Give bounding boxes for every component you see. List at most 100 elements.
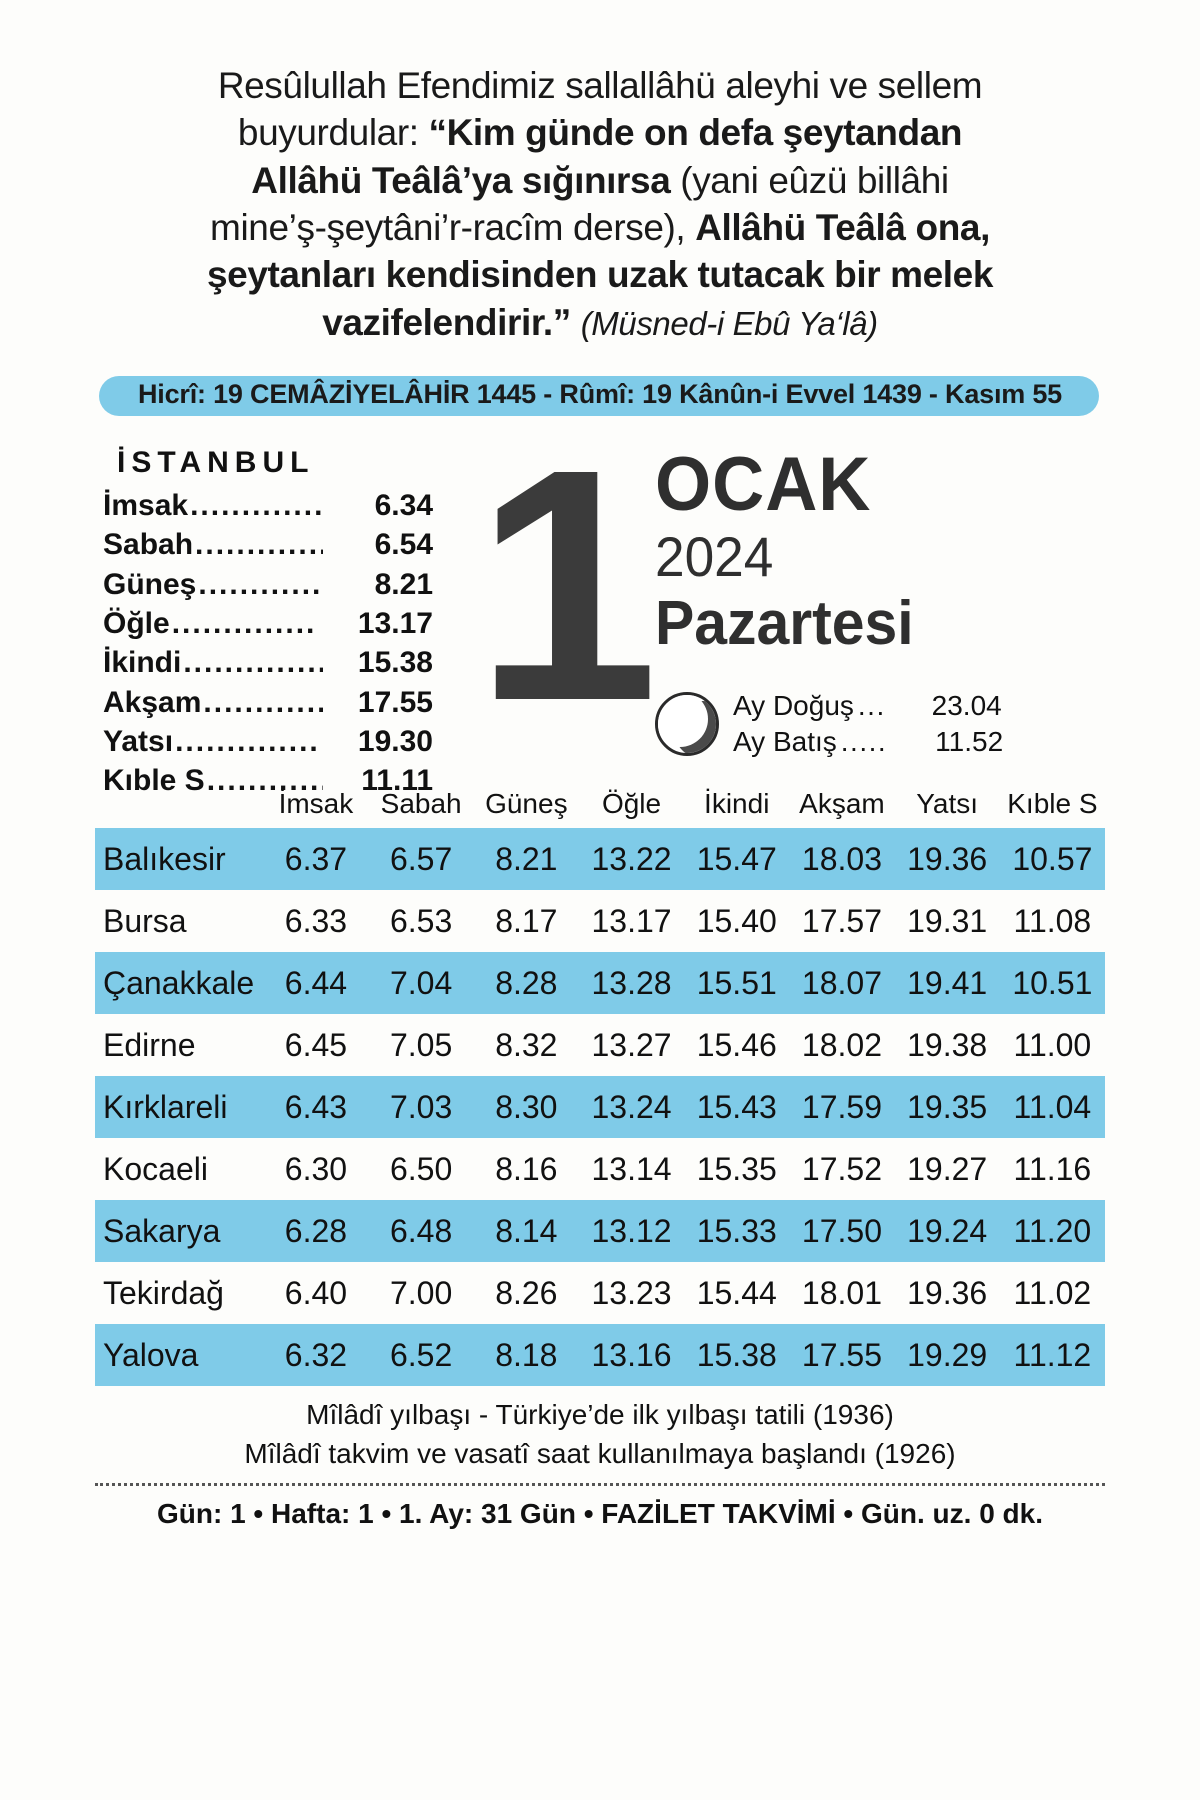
- cell-imsak: 6.37: [263, 828, 369, 891]
- moon-times-rows: Ay Doğuş ... 23.04 Ay Batış ..... 11.52: [733, 688, 1003, 760]
- cell-yatsi: 19.36: [907, 1274, 988, 1311]
- table-row: Edirne 6.45 7.05 8.32 13.27 15.46 18.02 …: [95, 1014, 1105, 1076]
- city-name: Kırklareli: [95, 1076, 264, 1139]
- cell-sabah: 6.48: [368, 1200, 474, 1263]
- header-sabah: Sabah: [380, 788, 462, 820]
- cell-sabah: 6.57: [368, 828, 474, 891]
- cell-imsak: 6.32: [263, 1324, 369, 1387]
- cell-kible: 11.00: [1013, 1026, 1092, 1063]
- cell-kible: 11.08: [1013, 902, 1092, 939]
- cell-kible: 11.20: [999, 1200, 1105, 1263]
- istanbul-value-imsak: 6.34: [374, 489, 433, 523]
- cell-ogle: 13.16: [578, 1324, 685, 1387]
- cell-ogle: 13.12: [578, 1200, 685, 1263]
- hicri-rumi-text: Hicrî: 19 CEMÂZİYELÂHİR 1445 - Rûmî: 19 …: [137, 379, 1062, 410]
- city-name: Bursa: [103, 902, 187, 939]
- cell-aksam: 17.50: [789, 1200, 895, 1263]
- cell-sabah: 7.00: [389, 1274, 453, 1311]
- cell-ikindi: 15.47: [684, 828, 790, 891]
- hadith-line-6-bold: vazifelendirir.”: [322, 301, 571, 343]
- cell-imsak: 6.40: [284, 1274, 348, 1311]
- cell-ogle: 13.14: [591, 1150, 672, 1187]
- table-row: Balıkesir 6.37 6.57 8.21 13.22 15.47 18.…: [95, 828, 1105, 891]
- cell-imsak: 6.33: [284, 902, 348, 939]
- cell-sabah: 7.03: [368, 1076, 474, 1139]
- hadith-line-2: buyurdular: “Kim günde on defa şeytandan: [190, 109, 1010, 156]
- hadith-line-5: şeytanları kendisinden uzak tutacak bir …: [190, 251, 1010, 298]
- istanbul-label-ogle: Öğle: [103, 607, 170, 641]
- istanbul-value-ogle: 13.17: [357, 607, 433, 641]
- main-date-section: İSTANBUL İmsak .............. 6.34 Sabah…: [95, 420, 1105, 797]
- hadith-line-3-bold: Allâhü Teâlâ’ya sığınırsa: [251, 159, 671, 201]
- city-name: Kocaeli: [103, 1150, 208, 1187]
- table-row: Tekirdağ 6.40 7.00 8.26 13.23 15.44 18.0…: [95, 1262, 1105, 1324]
- leader-dots: ..............: [198, 567, 323, 601]
- hadith-line-2-normal: buyurdular:: [237, 112, 429, 154]
- city-name: Yalova: [95, 1324, 264, 1387]
- istanbul-label-sabah: Sabah: [103, 528, 194, 562]
- istanbul-label-imsak: İmsak: [103, 489, 189, 523]
- city-name: Çanakkale: [95, 952, 264, 1015]
- cell-sabah: 6.52: [368, 1324, 474, 1387]
- cell-ogle: 13.22: [578, 828, 685, 891]
- cell-sabah: 6.50: [389, 1150, 453, 1187]
- istanbul-row-kible: Kıble S .............. 11.11: [103, 761, 433, 800]
- leader-dots: ..............: [206, 764, 323, 798]
- hadith-line-4-normal: mine’ş-şeytâni’r-racîm derse),: [210, 207, 696, 249]
- moon-rise-label: Ay Doğuş: [733, 690, 854, 722]
- cell-aksam: 18.02: [801, 1026, 882, 1063]
- cell-gunes: 8.28: [473, 952, 579, 1015]
- cell-gunes: 8.14: [473, 1200, 579, 1263]
- hadith-line-3-normal: (yani eûzü billâhi: [670, 159, 949, 201]
- moon-set-value: 11.52: [935, 725, 1004, 757]
- cell-aksam: 18.01: [801, 1274, 882, 1311]
- istanbul-label-yatsi: Yatsı: [103, 724, 174, 758]
- istanbul-label-kible: Kıble S: [103, 764, 205, 798]
- city-times-table-wrapper: İmsak Sabah Güneş Öğle İkindi Akşam Yats…: [95, 788, 1105, 1387]
- hadith-line-4-bold: Allâhü Teâlâ ona,: [695, 207, 990, 249]
- cell-gunes: 8.17: [495, 902, 558, 939]
- hadith-line-1: Resûlullah Efendimiz sallallâhü aleyhi v…: [190, 62, 1010, 109]
- table-row: Kocaeli 6.30 6.50 8.16 13.14 15.35 17.52…: [95, 1138, 1105, 1200]
- cell-ogle: 13.17: [591, 902, 672, 939]
- cell-aksam: 17.59: [789, 1076, 895, 1139]
- hadith-line-4: mine’ş-şeytâni’r-racîm derse), Allâhü Te…: [190, 204, 1010, 251]
- table-row: Çanakkale 6.44 7.04 8.28 13.28 15.51 18.…: [95, 952, 1105, 1015]
- cell-ikindi: 15.40: [696, 902, 777, 939]
- cell-ikindi: 15.44: [696, 1274, 777, 1311]
- header-ogle: Öğle: [601, 788, 662, 820]
- hicri-band-highlight: [99, 376, 1099, 417]
- cell-gunes: 8.32: [495, 1026, 558, 1063]
- cell-yatsi: 19.27: [907, 1150, 988, 1187]
- cell-ikindi: 15.38: [684, 1324, 790, 1387]
- year-number: 2024: [655, 524, 774, 588]
- cell-ikindi: 15.35: [696, 1150, 777, 1187]
- table-row: Sakarya 6.28 6.48 8.14 13.12 15.33 17.50…: [95, 1200, 1105, 1263]
- leader-dots: ..............: [195, 528, 323, 562]
- istanbul-value-yatsi: 19.30: [357, 724, 433, 758]
- istanbul-row-ogle: Öğle .............. 13.17: [103, 604, 433, 643]
- hadith-line-5-bold: şeytanları kendisinden uzak tutacak bir …: [206, 254, 994, 296]
- cell-gunes: 8.16: [495, 1150, 558, 1187]
- istanbul-times-panel: İSTANBUL İmsak .............. 6.34 Sabah…: [103, 446, 433, 800]
- leader-dots: ..............: [183, 646, 323, 680]
- weekday-name: Pazartesi: [655, 589, 914, 659]
- city-name: Tekirdağ: [103, 1274, 224, 1311]
- cell-kible: 10.57: [999, 828, 1105, 891]
- cell-imsak: 6.43: [263, 1076, 369, 1139]
- istanbul-value-ikindi: 15.38: [357, 646, 433, 680]
- cell-yatsi: 19.24: [894, 1200, 1000, 1263]
- header-yatsi: Yatsı: [916, 788, 979, 820]
- cell-imsak: 6.44: [263, 952, 369, 1015]
- istanbul-row-sabah: Sabah .............. 6.54: [103, 525, 433, 564]
- istanbul-label-aksam: Akşam: [103, 685, 202, 719]
- cell-kible: 11.16: [1013, 1150, 1092, 1187]
- note-line-1: Mîlâdî yılbaşı - Türkiye’de ilk yılbaşı …: [306, 1399, 894, 1431]
- istanbul-label-gunes: Güneş: [103, 567, 197, 601]
- cell-aksam: 18.03: [789, 828, 895, 891]
- header-gunes: Güneş: [485, 788, 568, 820]
- cell-yatsi: 19.31: [907, 902, 988, 939]
- cell-sabah: 7.05: [389, 1026, 453, 1063]
- cell-aksam: 17.52: [801, 1150, 882, 1187]
- moon-phase-icon: [655, 691, 719, 756]
